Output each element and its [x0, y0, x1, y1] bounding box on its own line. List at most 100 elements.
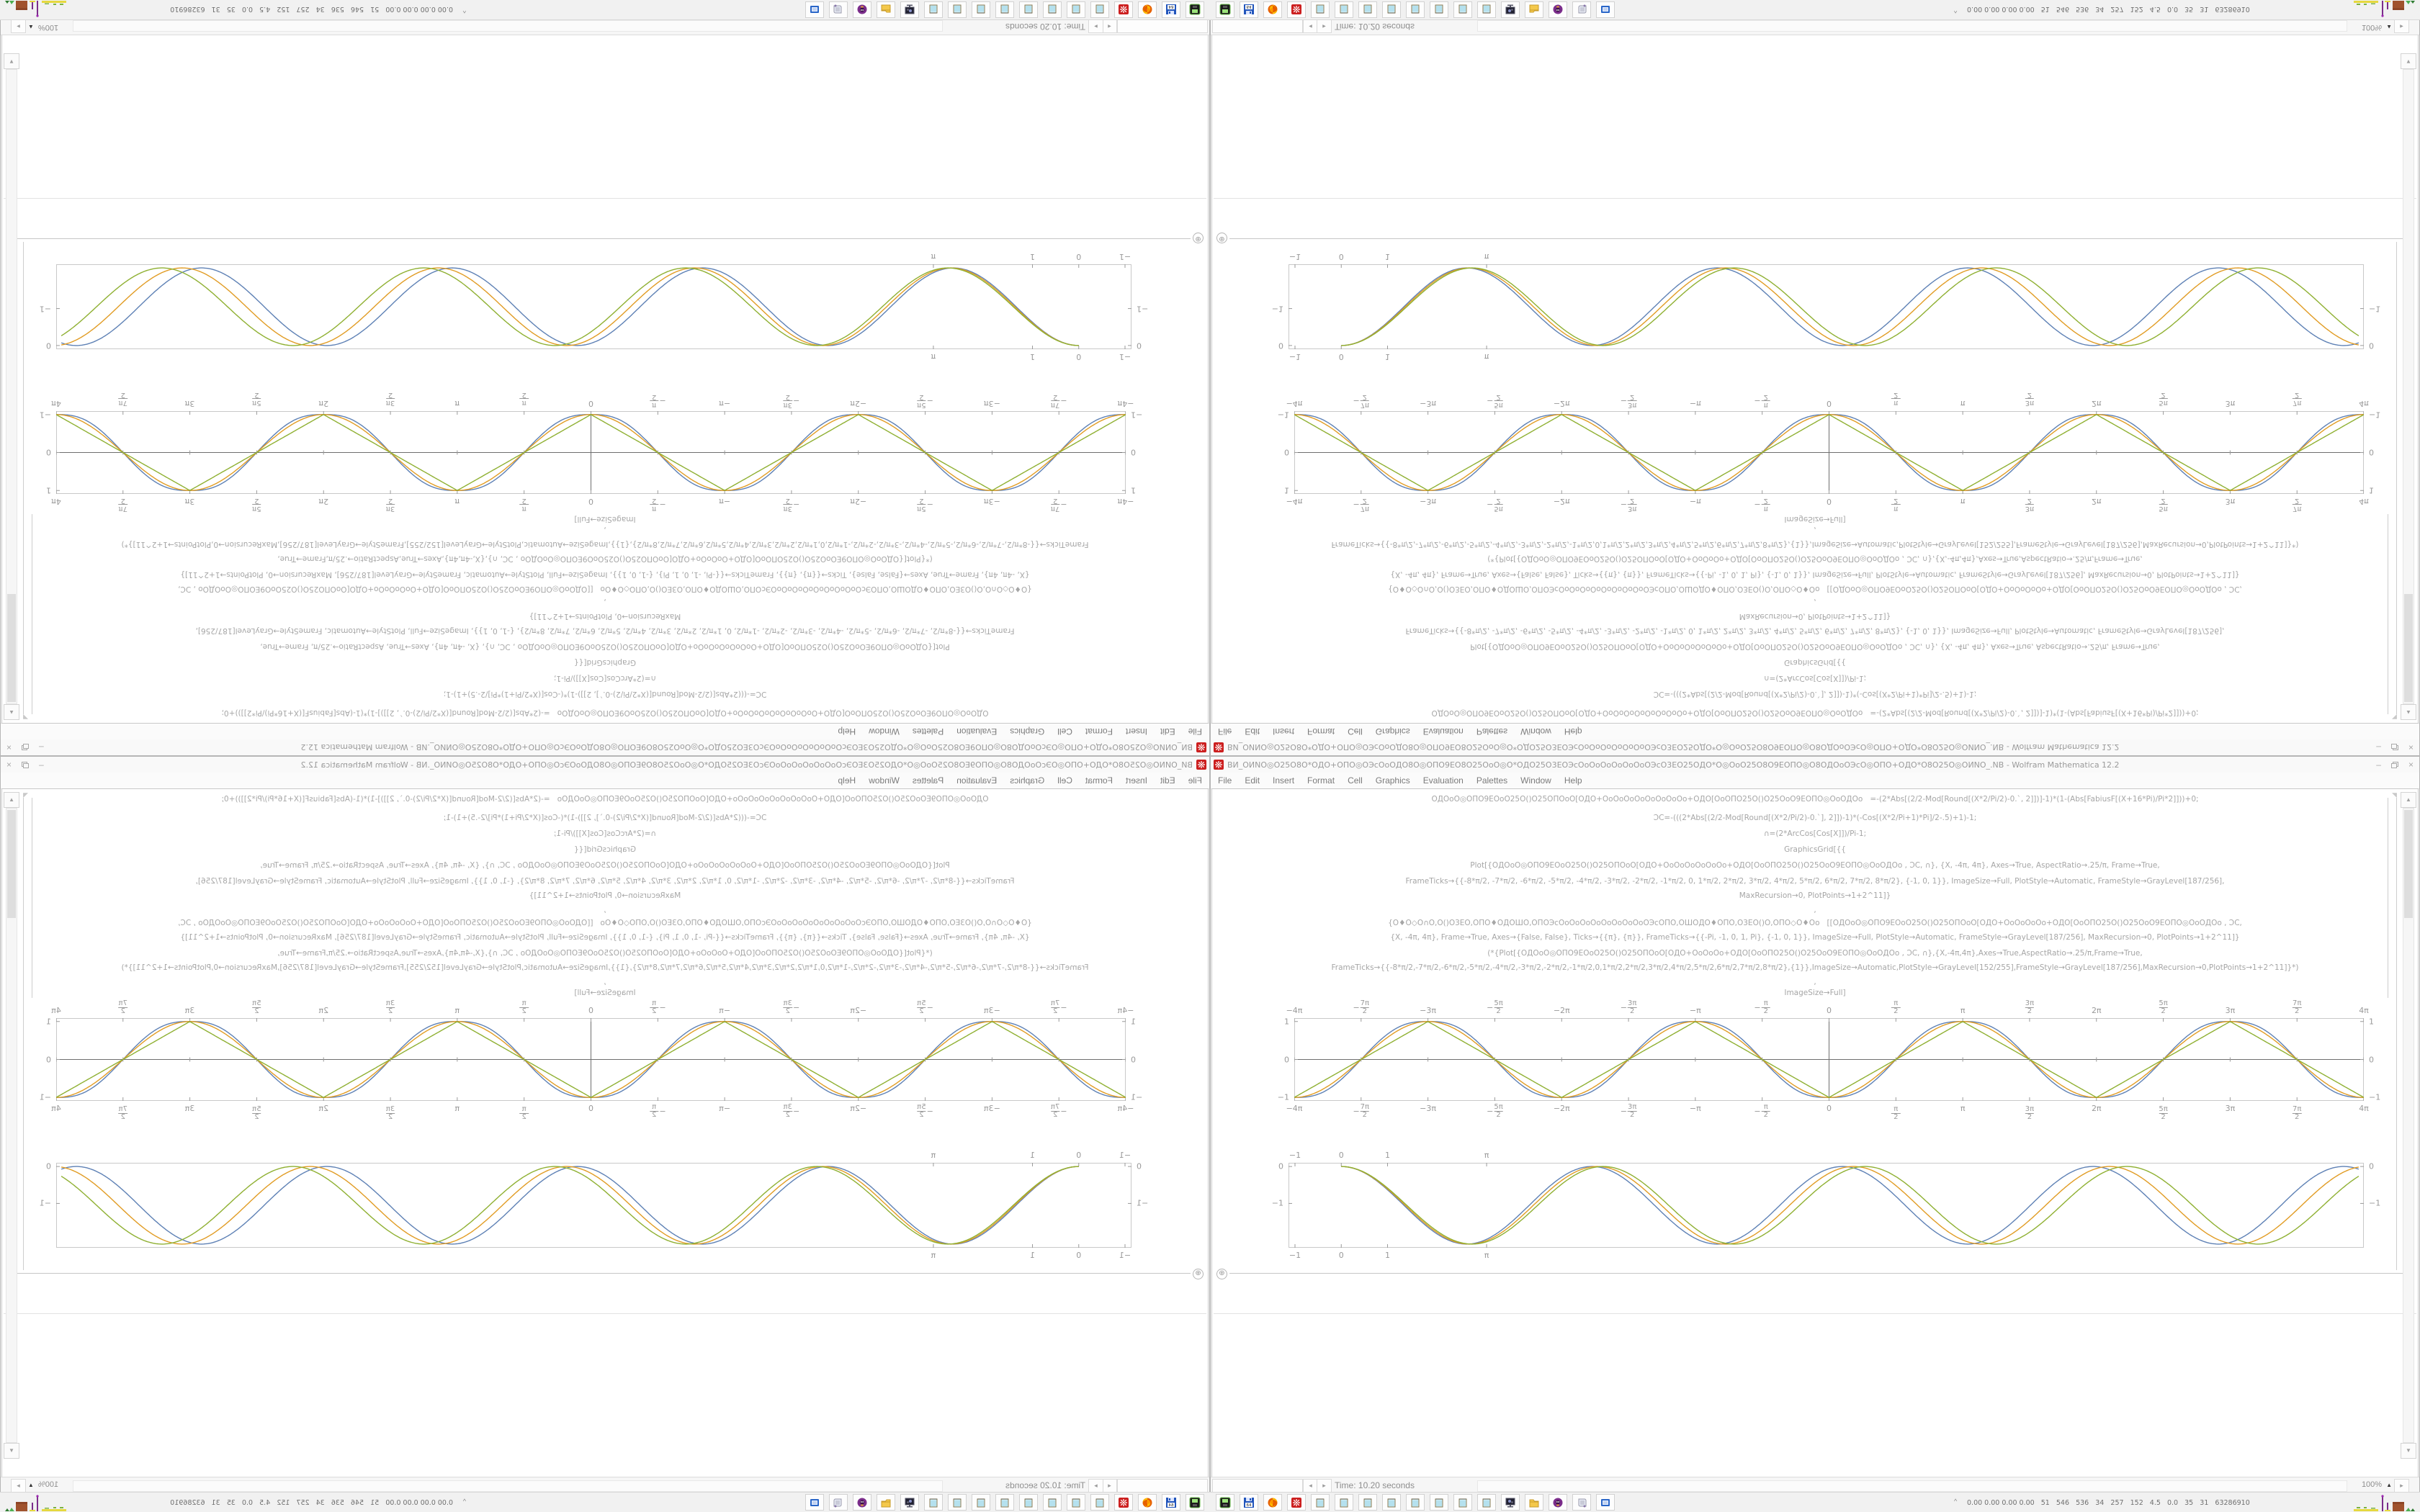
menu-item-file[interactable]: File — [1188, 726, 1202, 737]
menu-item-graphics[interactable]: Graphics — [1375, 726, 1410, 737]
horizontal-scrollbar[interactable] — [1477, 1480, 2347, 1492]
taskbar-button-notepad-1[interactable] — [1090, 1, 1109, 18]
menu-item-window[interactable]: Window — [1520, 726, 1551, 737]
code-line[interactable]: Plot[{ОДОоО◎ОПО9ЕОоО25О()О25ОПОоО[ОДО+Оо… — [1470, 861, 2160, 870]
taskbar-button-firefox[interactable] — [1263, 1494, 1282, 1511]
code-line[interactable]: {X, -4π, 4π}, Frame→True, Axes→{False, F… — [1390, 933, 2240, 942]
scroll-left-button[interactable]: ◂ — [1102, 1479, 1117, 1493]
menu-item-insert[interactable]: Insert — [1273, 726, 1295, 737]
close-button[interactable]: × — [2408, 760, 2414, 770]
code-line[interactable]: FrameTicks→{{-8*π/2, -7*π/2, -6*π/2, -5*… — [1405, 877, 2225, 886]
cell-bracket-outer[interactable] — [23, 242, 24, 714]
taskbar-button-notepad-4[interactable] — [1019, 1, 1038, 18]
vertical-scrollbar-thumb[interactable] — [2404, 594, 2413, 702]
menu-item-graphics[interactable]: Graphics — [1010, 775, 1045, 786]
titlebar[interactable]: ВИ_ОИNО◎О25О8О*ОДО+ОПО◎ОЭсОоОДО8О◎ОПО9ЕО… — [1211, 757, 2419, 773]
zoom-control[interactable]: 100% ▲ — [2362, 23, 2392, 32]
code-line[interactable]: ОДОоО◎ОПО9ЕОоО25О()О25ОПОоО[ОДО+ОоОоОоОо… — [221, 795, 989, 804]
menu-item-evaluation[interactable]: Evaluation — [956, 726, 998, 737]
restore-button[interactable] — [2390, 744, 2398, 751]
taskbar-button-mathematica[interactable] — [1287, 1, 1306, 18]
minimize-button[interactable]: – — [39, 742, 44, 752]
taskbar-button-notepad-2[interactable] — [1335, 1, 1353, 18]
taskbar-button-monitor[interactable] — [900, 1, 919, 18]
taskbar-button-notepad-7[interactable] — [948, 1, 967, 18]
code-line[interactable]: , — [1814, 598, 1816, 606]
taskbar-button-notepad-3[interactable] — [1043, 1, 1062, 18]
restore-button[interactable] — [22, 761, 30, 768]
vertical-scrollbar[interactable] — [2403, 69, 2414, 704]
titlebar[interactable]: ВИ_ОИNО◎О25О8О*ОДО+ОПО◎ОЭсОоОДО8О◎ОПО9ЕО… — [1211, 739, 2419, 755]
code-line[interactable]: ƆC=-(((2*Abs[(2/2-Mod[Round[(X*2/Pi/2)-0… — [1653, 814, 1977, 822]
taskbar-button-floppy-64[interactable]: 64 — [1240, 1, 1258, 18]
taskbar-button-notepad-1[interactable] — [1311, 1494, 1330, 1511]
horizontal-scrollbar[interactable] — [73, 20, 943, 32]
taskbar-button-handheld-device[interactable] — [1216, 1494, 1234, 1511]
scroll-right-button[interactable]: ▸ — [1088, 19, 1103, 33]
code-line[interactable]: Plot[{ОДОоО◎ОПО9ЕОоО25О()О25ОПОоО[ОДО+Оо… — [260, 642, 950, 651]
menu-item-file[interactable]: File — [1188, 775, 1202, 786]
taskbar-button-notepad-1[interactable] — [1311, 1, 1330, 18]
taskbar-button-mathematica[interactable] — [1114, 1, 1133, 18]
menu-item-edit[interactable]: Edit — [1160, 726, 1175, 737]
menu-item-evaluation[interactable]: Evaluation — [1422, 726, 1464, 737]
taskbar-button-blue-doc[interactable] — [1596, 1494, 1615, 1511]
cell-bracket-outer[interactable] — [23, 798, 24, 1270]
taskbar-button-notepad-4[interactable] — [1019, 1494, 1038, 1511]
taskbar-button-notepad-7[interactable] — [1453, 1494, 1472, 1511]
scroll-left-button[interactable]: ◂ — [1303, 19, 1318, 33]
scroll-up-button[interactable]: ▲ — [4, 792, 19, 808]
menu-item-window[interactable]: Window — [869, 726, 900, 737]
taskbar-button-notepad-8[interactable] — [1477, 1494, 1496, 1511]
code-line[interactable]: MaxRecursion→0, PlotPoints→1+2^11]} — [529, 612, 681, 621]
taskbar-button-blue-doc[interactable] — [805, 1494, 824, 1511]
taskbar-button-folder[interactable] — [1525, 1494, 1543, 1511]
scroll-right-button[interactable]: ▸ — [1088, 1479, 1103, 1493]
taskbar-button-firefox[interactable] — [1138, 1, 1157, 18]
code-line[interactable]: FrameTicks→{{-8*π/2,-7*π/2,-6*π/2,-5*π/2… — [121, 540, 1089, 549]
titlebar[interactable]: ВИ_ОИNО◎О25О8О*ОДО+ОПО◎ОЭсОоОДО8О◎ОПО9ЕО… — [1, 739, 1209, 755]
code-line[interactable]: ОДОоО◎ОПО9ЕОоО25О()О25ОПОоО[ОДО+ОоОоОоОо… — [1431, 708, 2199, 717]
vertical-scrollbar-thumb[interactable] — [2404, 810, 2413, 918]
code-line[interactable]: {О♦О◇О∩О,О()О3ЕО,ОПО♦ОДОШО,ОПОЭсОоОоОоОо… — [1388, 919, 2242, 927]
taskbar-button-floppy-64[interactable]: 64 — [1162, 1494, 1180, 1511]
taskbar-button-notepad-7[interactable] — [1453, 1, 1472, 18]
scroll-right-button[interactable]: ▸ — [1317, 1479, 1332, 1493]
menu-item-cell[interactable]: Cell — [1057, 775, 1072, 786]
horizontal-scrollbar[interactable] — [73, 1480, 943, 1492]
code-line[interactable]: , — [604, 598, 606, 606]
minimize-button[interactable]: – — [39, 760, 44, 770]
code-line[interactable]: (*{Plot[{ОДОоО◎ОПО9ЕОоО25О()О25ОПОоО[ОДО… — [1487, 949, 2143, 958]
vertical-scrollbar-thumb[interactable] — [7, 810, 16, 918]
menu-item-edit[interactable]: Edit — [1245, 775, 1260, 786]
scroll-down-button[interactable]: ▼ — [2401, 1443, 2416, 1459]
close-button[interactable]: × — [2408, 742, 2414, 752]
menu-item-window[interactable]: Window — [869, 775, 900, 786]
scroll-left-button[interactable]: ◂ — [1303, 1479, 1318, 1493]
scroll-up-button[interactable]: ▲ — [2401, 704, 2416, 720]
code-line[interactable]: , — [604, 906, 606, 914]
minimize-button[interactable]: – — [2376, 742, 2381, 752]
code-line[interactable]: ∩=(2*ArcCos[Cos[X]])/Pi-1; — [1763, 674, 1867, 683]
code-line[interactable]: ƆC=-(((2*Abs[(2/2-Mod[Round[(X*2/Pi/2)-0… — [443, 814, 767, 822]
code-line[interactable]: , — [1814, 978, 1816, 986]
menu-item-graphics[interactable]: Graphics — [1375, 775, 1410, 786]
code-line[interactable]: , — [1814, 906, 1816, 914]
code-line[interactable]: FrameTicks→{{-8*π/2, -7*π/2, -6*π/2, -5*… — [1405, 626, 2225, 635]
taskbar-button-folder[interactable] — [877, 1494, 895, 1511]
insert-cell-icon[interactable]: ⊕ — [1216, 233, 1227, 243]
taskbar-button-monitor[interactable] — [1501, 1494, 1520, 1511]
menu-item-format[interactable]: Format — [1085, 775, 1113, 786]
menu-item-help[interactable]: Help — [838, 726, 856, 737]
menu-item-help[interactable]: Help — [1564, 726, 1582, 737]
taskbar-button-scroll[interactable] — [829, 1494, 848, 1511]
taskbar-button-notepad-2[interactable] — [1067, 1, 1085, 18]
code-line[interactable]: FrameTicks→{{-8*π/2,-7*π/2,-6*π/2,-5*π/2… — [1331, 963, 2299, 972]
code-line[interactable]: (*{Plot[{ОДОоО◎ОПО9ЕОоО25О()О25ОПОоО[ОДО… — [1487, 554, 2143, 563]
taskbar-button-handheld-device[interactable] — [1186, 1494, 1204, 1511]
scroll-down-button[interactable]: ▼ — [4, 1443, 19, 1459]
code-line[interactable]: FrameTicks→{{-8*π/2,-7*π/2,-6*π/2,-5*π/2… — [1331, 540, 2299, 549]
menu-item-palettes[interactable]: Palettes — [1476, 775, 1508, 786]
zoom-control[interactable]: 100% ▲ — [2362, 1480, 2392, 1489]
restore-button[interactable] — [22, 744, 30, 751]
